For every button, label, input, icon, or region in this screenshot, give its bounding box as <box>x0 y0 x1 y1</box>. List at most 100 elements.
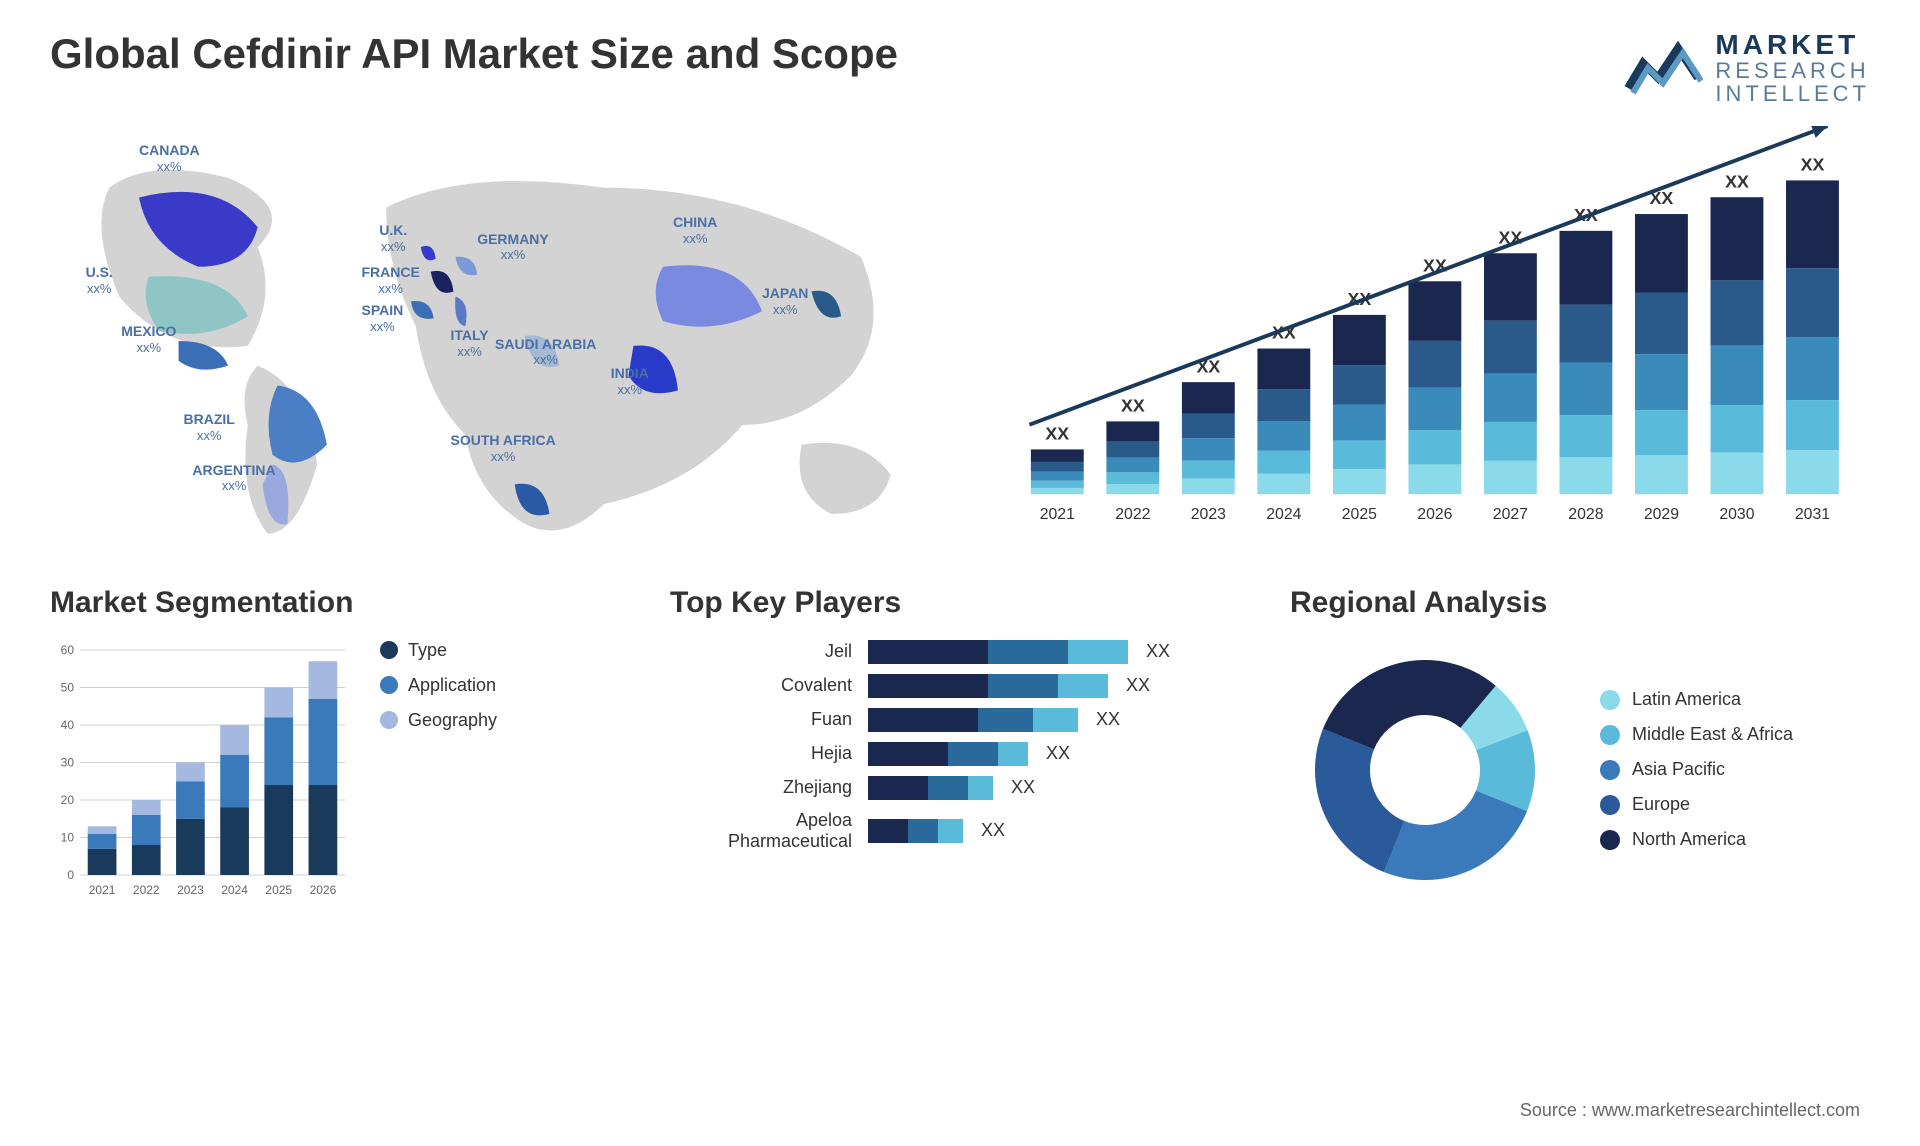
reg-legend-item: Asia Pacific <box>1600 759 1793 780</box>
player-bar-seg <box>1033 708 1078 732</box>
player-row: Zhejiang XX <box>670 776 1250 800</box>
reg-legend-item: Latin America <box>1600 689 1793 710</box>
svg-text:XX: XX <box>1725 171 1749 191</box>
map-label-southafrica: SOUTH AFRICAxx% <box>451 432 556 464</box>
seg-legend-label: Type <box>408 640 447 661</box>
source-text: Source : www.marketresearchintellect.com <box>1520 1100 1860 1121</box>
page-title: Global Cefdinir API Market Size and Scop… <box>50 30 898 78</box>
reg-legend-item: Europe <box>1600 794 1793 815</box>
svg-text:2021: 2021 <box>89 883 116 897</box>
svg-text:2022: 2022 <box>133 883 160 897</box>
player-row: Apeloa PharmaceuticalXX <box>670 810 1250 852</box>
svg-text:2025: 2025 <box>1342 506 1377 523</box>
svg-text:2027: 2027 <box>1493 506 1528 523</box>
player-bar <box>868 674 1108 698</box>
map-label-spain: SPAINxx% <box>362 302 404 334</box>
logo-line1: MARKET <box>1715 30 1870 59</box>
svg-text:2026: 2026 <box>310 883 337 897</box>
svg-text:2024: 2024 <box>1266 506 1301 523</box>
svg-text:2024: 2024 <box>221 883 248 897</box>
svg-text:2022: 2022 <box>1115 506 1150 523</box>
player-bar-seg <box>868 742 948 766</box>
seg-swatch <box>380 676 398 694</box>
players-section: Top Key Players JeilXXCovalentXXFuanXXHe… <box>670 586 1250 900</box>
regional-donut <box>1290 640 1560 900</box>
svg-text:2023: 2023 <box>1191 506 1226 523</box>
regional-section: Regional Analysis Latin America Middle Ea… <box>1290 586 1870 900</box>
svg-text:30: 30 <box>61 755 75 769</box>
map-label-france: FRANCExx% <box>362 264 420 296</box>
player-row: Fuan XX <box>670 708 1250 732</box>
regional-title: Regional Analysis <box>1290 586 1870 620</box>
map-label-india: INDIAxx% <box>611 365 649 397</box>
seg-legend-label: Geography <box>408 710 497 731</box>
player-bar-seg <box>868 776 928 800</box>
svg-text:XX: XX <box>1045 423 1069 443</box>
segmentation-title: Market Segmentation <box>50 586 630 620</box>
player-label: Hejia <box>670 743 860 764</box>
player-bar <box>868 708 1078 732</box>
player-value: XX <box>1046 743 1070 764</box>
player-bar-seg <box>868 640 988 664</box>
svg-text:2021: 2021 <box>1040 506 1075 523</box>
seg-swatch <box>380 641 398 659</box>
segmentation-legend: Type Application Geography <box>380 640 497 900</box>
logo-icon <box>1623 33 1703 103</box>
segmentation-chart: 0102030405060202120222023202420252026 <box>50 640 350 900</box>
player-row: Hejia XX <box>670 742 1250 766</box>
svg-text:50: 50 <box>61 680 75 694</box>
reg-legend-item: North America <box>1600 829 1793 850</box>
svg-text:2023: 2023 <box>177 883 204 897</box>
svg-text:0: 0 <box>67 868 74 882</box>
player-value: XX <box>1096 709 1120 730</box>
reg-swatch <box>1600 760 1620 780</box>
logo-line2: RESEARCH <box>1715 59 1870 82</box>
player-bar-seg <box>868 674 988 698</box>
player-bar-seg <box>1068 640 1128 664</box>
player-row: JeilXX <box>670 640 1250 664</box>
map-label-japan: JAPANxx% <box>762 285 808 317</box>
seg-legend-item: Application <box>380 675 497 696</box>
reg-legend-label: Asia Pacific <box>1632 759 1725 780</box>
seg-legend-item: Type <box>380 640 497 661</box>
players-chart: JeilXXCovalentXXFuanXXHejiaXXZhejiangXXA… <box>670 640 1250 852</box>
regional-legend: Latin America Middle East & Africa Asia Pa… <box>1600 689 1793 850</box>
player-label: Jeil <box>670 641 860 662</box>
reg-legend-label: Middle East & Africa <box>1632 724 1793 745</box>
player-bar-seg <box>868 819 908 843</box>
player-bar <box>868 776 993 800</box>
svg-text:2026: 2026 <box>1417 506 1452 523</box>
player-label: Fuan <box>670 709 860 730</box>
player-value: XX <box>1011 777 1035 798</box>
player-bar <box>868 742 1028 766</box>
player-row: CovalentXX <box>670 674 1250 698</box>
map-label-saudiarabia: SAUDI ARABIAxx% <box>495 336 596 368</box>
reg-legend-item: Middle East & Africa <box>1600 724 1793 745</box>
svg-text:40: 40 <box>61 718 75 732</box>
map-label-argentina: ARGENTINAxx% <box>192 462 275 494</box>
player-bar-seg <box>968 776 993 800</box>
players-title: Top Key Players <box>670 586 1250 620</box>
map-label-italy: ITALYxx% <box>451 327 489 359</box>
player-value: XX <box>1126 675 1150 696</box>
growth-chart-panel: XX2021XX2022XX2023XX2024XX2025XX2026XX20… <box>980 126 1870 546</box>
svg-text:2030: 2030 <box>1719 506 1754 523</box>
svg-text:2029: 2029 <box>1644 506 1679 523</box>
player-bar-seg <box>988 640 1068 664</box>
player-label: Zhejiang <box>670 777 860 798</box>
player-bar-seg <box>948 742 998 766</box>
reg-legend-label: North America <box>1632 829 1746 850</box>
map-label-canada: CANADAxx% <box>139 142 200 174</box>
segmentation-section: Market Segmentation 01020304050602021202… <box>50 586 630 900</box>
player-bar <box>868 819 963 843</box>
svg-text:10: 10 <box>61 830 75 844</box>
map-label-china: CHINAxx% <box>673 214 717 246</box>
map-label-germany: GERMANYxx% <box>477 231 549 263</box>
logo-line3: INTELLECT <box>1715 82 1870 105</box>
player-bar-seg <box>908 819 938 843</box>
reg-legend-label: Latin America <box>1632 689 1741 710</box>
player-bar-seg <box>988 674 1058 698</box>
player-value: XX <box>981 820 1005 841</box>
svg-text:20: 20 <box>61 793 75 807</box>
brand-logo: MARKET RESEARCH INTELLECT <box>1623 30 1870 106</box>
